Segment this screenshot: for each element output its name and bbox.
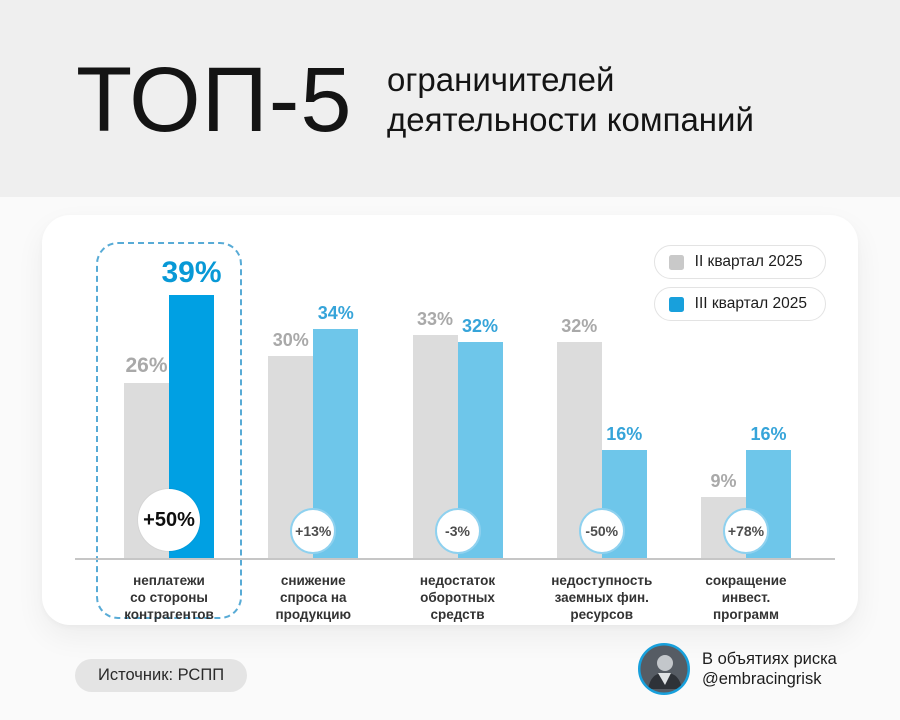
change-badge: +78% (723, 508, 769, 554)
value-label: 16% (750, 424, 787, 444)
legend-item-q3: III квартал 2025 (653, 287, 826, 321)
value-label: 34% (317, 302, 354, 323)
source-badge: Источник: РСПП (75, 659, 248, 692)
value-label: 39% (161, 255, 222, 289)
value-label: 32% (561, 316, 598, 336)
category-label: недостаток оборотных средств (419, 573, 496, 622)
category-label: снижение спроса на продукцию (275, 573, 352, 622)
bar-group: 30% 34% +13% снижение спроса на продукцию (239, 215, 387, 625)
change-badge: +50% (138, 489, 200, 551)
legend-item-q2: II квартал 2025 (653, 245, 826, 279)
category-label: неплатежи со стороны контрагентов (124, 573, 214, 622)
legend-swatch-blue (668, 296, 684, 312)
brand-avatar-icon (638, 643, 690, 695)
change-badge: +13% (290, 508, 337, 554)
legend-label: II квартал 2025 (694, 253, 803, 270)
value-label: 32% (461, 316, 499, 336)
brand-text: В объятиях риска @embracingrisk (702, 649, 837, 689)
bar-pair: 33% 32% (412, 309, 503, 558)
bar-group: 32% 16% -50% недоступность заемных фин. рес… (528, 215, 676, 625)
chart-card: 26% 39% +50% неплатежи со стороны контраген… (42, 215, 858, 625)
header-band: ТОП-5 ограничителей деятельности компани… (0, 0, 900, 197)
legend-label: III квартал 2025 (694, 295, 807, 312)
bar-group: 26% 39% +50% неплатежи со стороны контраген… (95, 215, 243, 625)
category-label: недоступность заемных фин. ресурсов (551, 573, 653, 622)
value-label: 26% (125, 353, 168, 377)
brand-name: В объятиях риска (702, 650, 837, 668)
change-badge: -3% (434, 508, 481, 554)
bar-group: 33% 32% -3% недостаток оборотных средств (384, 215, 532, 625)
page-subtitle: ограничителей деятельности компаний (387, 61, 754, 138)
chart-legend: II квартал 2025 III квартал 2025 (653, 245, 826, 321)
bar-group: 9% 16% +78% сокращение инвест. программ (672, 215, 820, 625)
legend-swatch-gray (668, 254, 684, 270)
brand-handle: @embracingrisk (702, 670, 822, 688)
category-label: сокращение инвест. программ (705, 573, 787, 622)
bar-pair: 30% 34% (268, 302, 359, 558)
change-badge: -50% (578, 508, 625, 554)
x-axis-line (75, 558, 835, 560)
value-label: 9% (710, 471, 737, 492)
value-label: 16% (606, 424, 643, 444)
value-label: 33% (416, 309, 454, 330)
highlight-dashed-box (96, 242, 242, 619)
value-label: 30% (272, 329, 309, 350)
brand-block: В объятиях риска @embracingrisk (638, 643, 837, 695)
page-title: ТОП-5 (76, 49, 353, 151)
bar-chart: 26% 39% +50% неплатежи со стороны контраген… (42, 215, 858, 625)
